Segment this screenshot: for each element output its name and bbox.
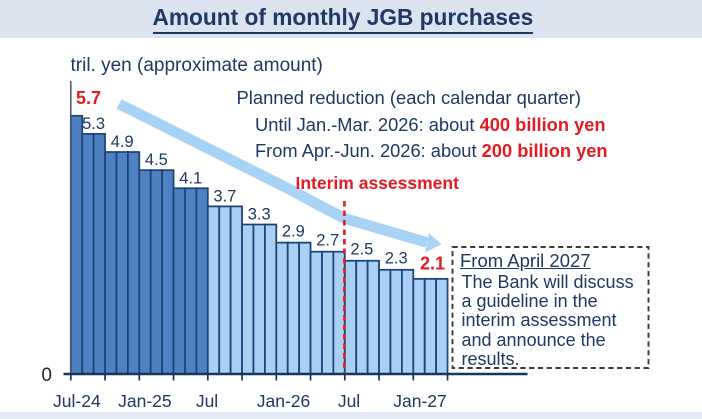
svg-text:4.5: 4.5: [145, 151, 168, 169]
svg-text:4.1: 4.1: [179, 169, 202, 187]
svg-text:5.7: 5.7: [76, 88, 101, 108]
svg-text:5.3: 5.3: [82, 115, 105, 133]
svg-text:3.3: 3.3: [248, 206, 271, 224]
svg-text:2.7: 2.7: [316, 231, 339, 249]
svg-text:2.5: 2.5: [350, 240, 373, 258]
svg-text:2.1: 2.1: [420, 254, 445, 274]
svg-text:4.9: 4.9: [111, 133, 134, 151]
svg-text:2.3: 2.3: [385, 250, 408, 268]
svg-text:3.7: 3.7: [213, 187, 236, 205]
svg-text:2.9: 2.9: [282, 222, 305, 240]
